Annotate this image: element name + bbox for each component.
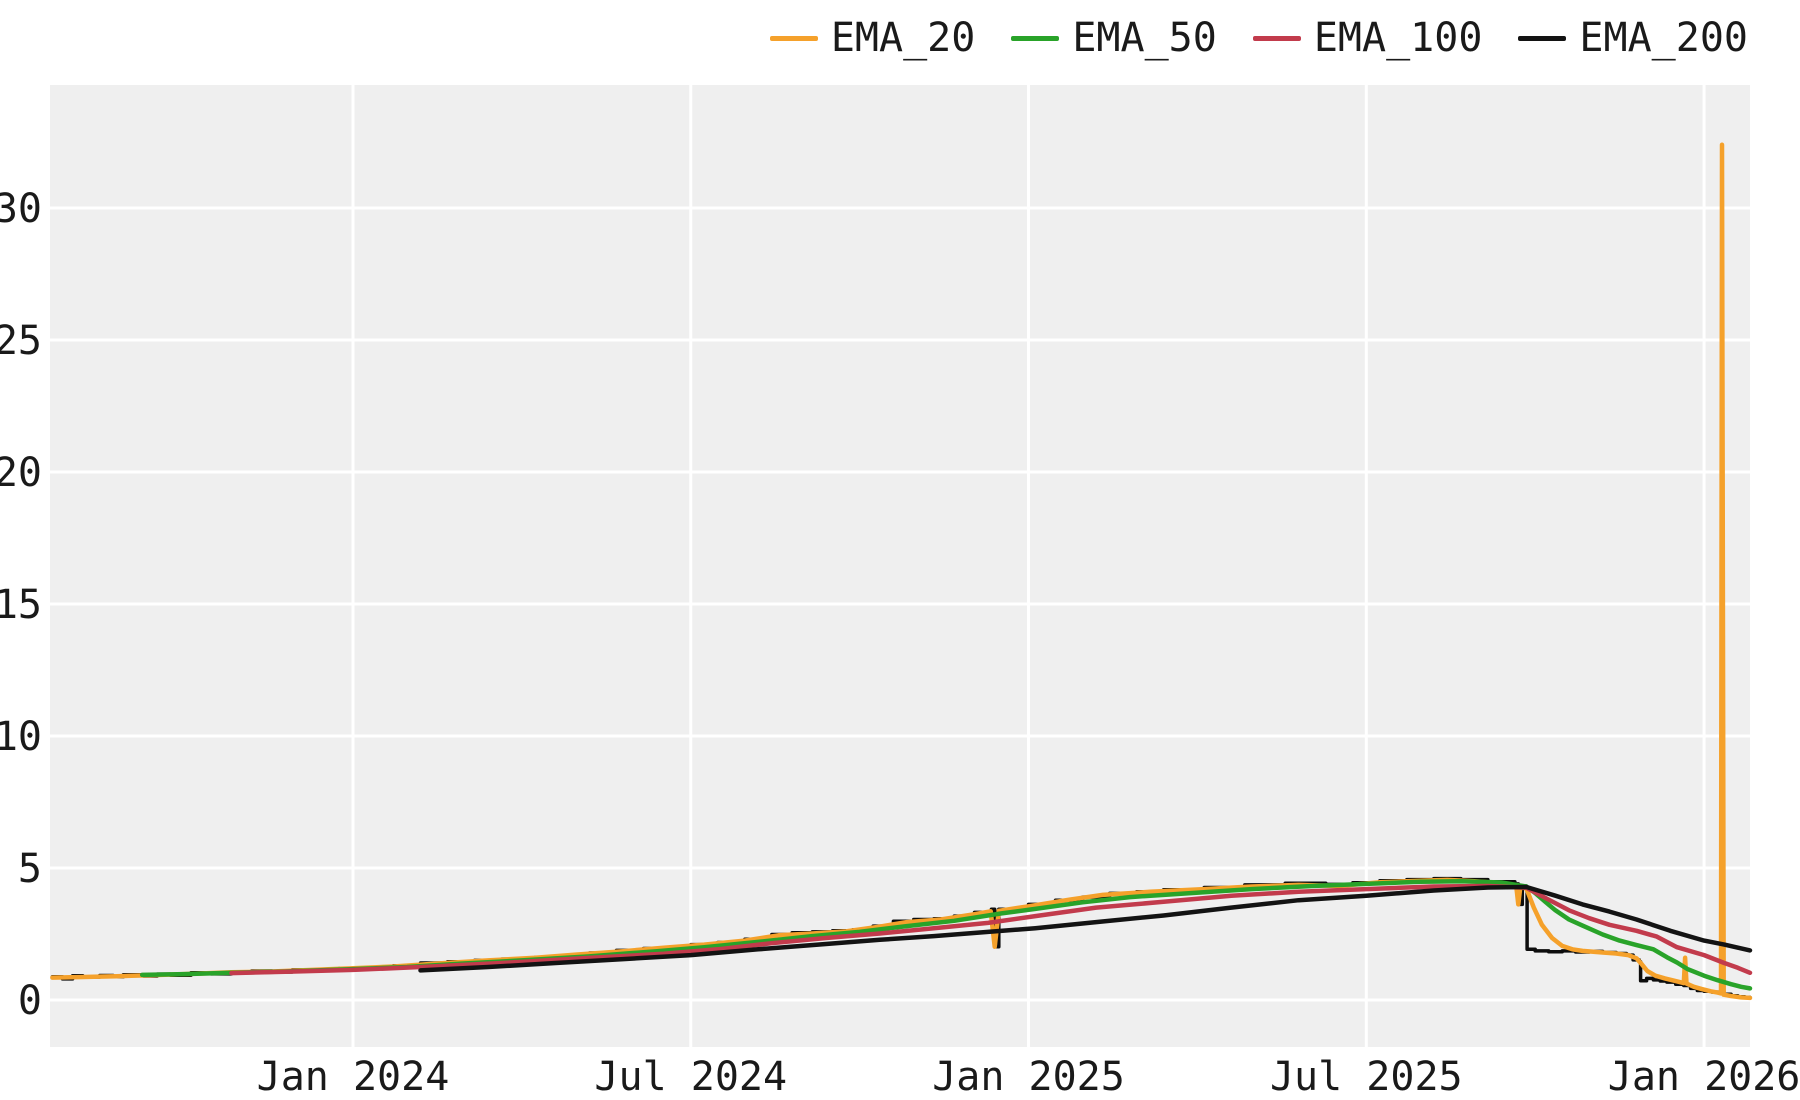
legend-swatch-ema-200-icon bbox=[1518, 35, 1567, 41]
chart-legend: EMA_20 EMA_50 EMA_100 EMA_200 bbox=[769, 10, 1748, 66]
y-tick-label: 25 bbox=[0, 318, 42, 364]
y-tick-label: 20 bbox=[0, 450, 42, 496]
y-tick-label: 10 bbox=[0, 714, 42, 760]
legend-swatch-ema-50-icon bbox=[1011, 35, 1060, 41]
legend-item-ema-20: EMA_20 bbox=[769, 15, 976, 61]
legend-label-ema-20: EMA_20 bbox=[830, 15, 976, 61]
y-tick-label: 15 bbox=[0, 582, 42, 628]
legend-label-ema-50: EMA_50 bbox=[1072, 15, 1217, 61]
x-tick-label: Jan 2026 bbox=[1608, 1054, 1800, 1100]
y-tick-label: 30 bbox=[0, 186, 42, 232]
legend-label-ema-200: EMA_200 bbox=[1579, 15, 1748, 61]
plot-background bbox=[50, 85, 1750, 1047]
x-tick-label: Jul 2024 bbox=[594, 1054, 787, 1100]
y-tick-label: 0 bbox=[18, 978, 42, 1024]
x-tick-label: Jan 2025 bbox=[932, 1054, 1125, 1100]
legend-swatch-ema-20-icon bbox=[769, 35, 818, 41]
legend-swatch-ema-100-icon bbox=[1252, 35, 1301, 41]
legend-label-ema-100: EMA_100 bbox=[1313, 15, 1483, 61]
legend-item-ema-200: EMA_200 bbox=[1518, 18, 1748, 58]
legend-item-ema-100: EMA_100 bbox=[1252, 15, 1483, 61]
series-line-EMA_200 bbox=[418, 884, 1753, 973]
x-tick-label: Jan 2024 bbox=[257, 1054, 450, 1100]
legend-item-ema-50: EMA_50 bbox=[1011, 18, 1217, 58]
x-tick-label: Jul 2025 bbox=[1270, 1054, 1463, 1100]
series-line-EMA_100 bbox=[229, 883, 1753, 976]
y-tick-label: 5 bbox=[18, 846, 42, 892]
